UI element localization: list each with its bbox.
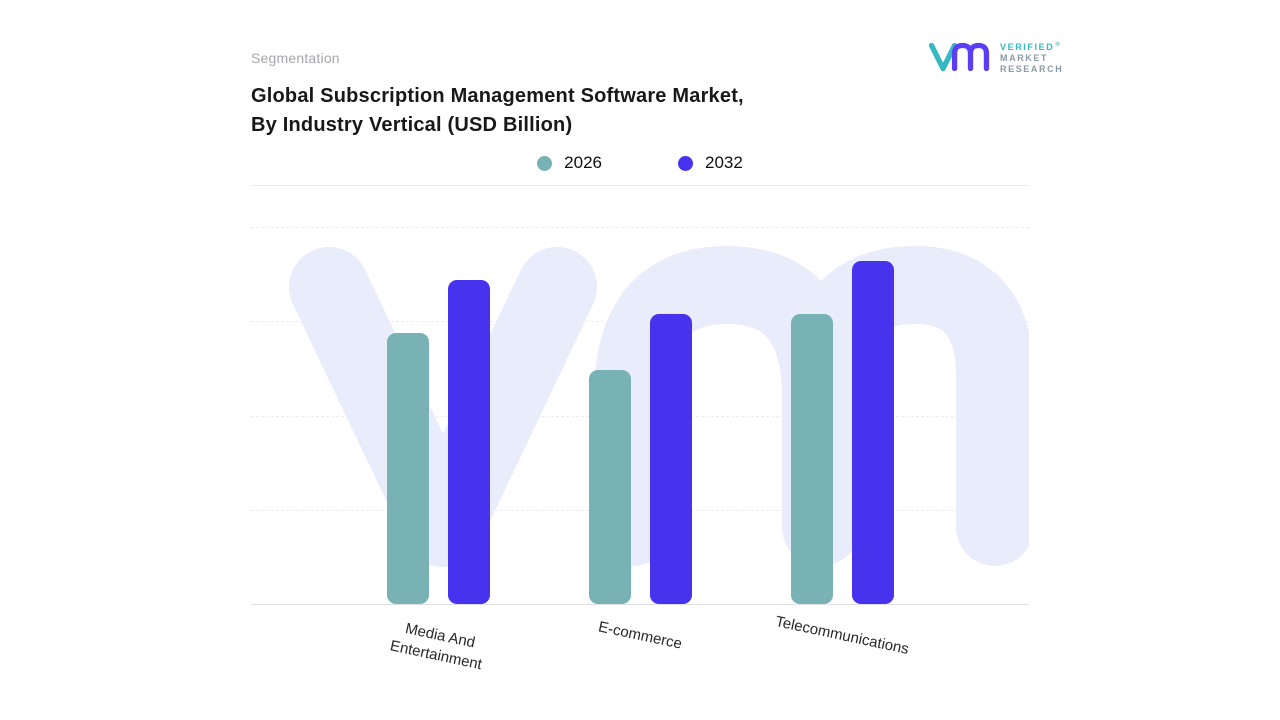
bar-2032 — [448, 279, 491, 604]
x-tick-label: Media And Entertainment — [389, 620, 484, 674]
x-tick-label: Telecommunications — [773, 613, 910, 658]
logo-line-research: RESEARCH — [1000, 63, 1064, 74]
bar-2032 — [851, 260, 894, 604]
bars-layer — [251, 227, 1029, 604]
bar-group — [589, 227, 693, 604]
chart-title-line1: Global Subscription Management Software … — [251, 85, 744, 107]
legend: 2026 2032 — [251, 153, 1029, 173]
vmr-logo-icon — [928, 42, 990, 72]
legend-dot-icon — [537, 155, 553, 171]
logo-line-verified: VERIFIED® — [1000, 41, 1062, 52]
logo-line-market: MARKET — [1000, 52, 1049, 63]
bar-group — [387, 227, 491, 604]
legend-dot-icon — [678, 155, 693, 171]
gridline — [251, 227, 1029, 228]
segmentation-label: Segmentation — [251, 50, 340, 66]
x-tick-label: E-commerce — [597, 618, 684, 653]
bar-2026 — [790, 313, 833, 604]
brand-logo-text: VERIFIED® MARKET RESEARCH — [1000, 40, 1063, 75]
x-axis-labels: Media And Entertainment E-commerce Telecomm… — [251, 604, 1029, 704]
legend-label: 2032 — [705, 153, 743, 172]
plot-area — [251, 227, 1029, 605]
chart-title-line2: By Industry Vertical (USD Billion) — [251, 114, 573, 136]
bar-2026 — [589, 370, 632, 604]
registered-mark-icon: ® — [1055, 41, 1062, 48]
brand-logo: VERIFIED® MARKET RESEARCH — [928, 38, 1063, 76]
chart-title: Global Subscription Management Software … — [251, 82, 744, 140]
header-divider — [251, 185, 1029, 186]
legend-label: 2026 — [564, 153, 602, 172]
legend-item-2026: 2026 — [537, 153, 602, 173]
bar-2032 — [650, 313, 693, 604]
bar-2026 — [387, 332, 430, 604]
bar-group — [790, 227, 894, 604]
legend-item-2032: 2032 — [678, 153, 743, 173]
